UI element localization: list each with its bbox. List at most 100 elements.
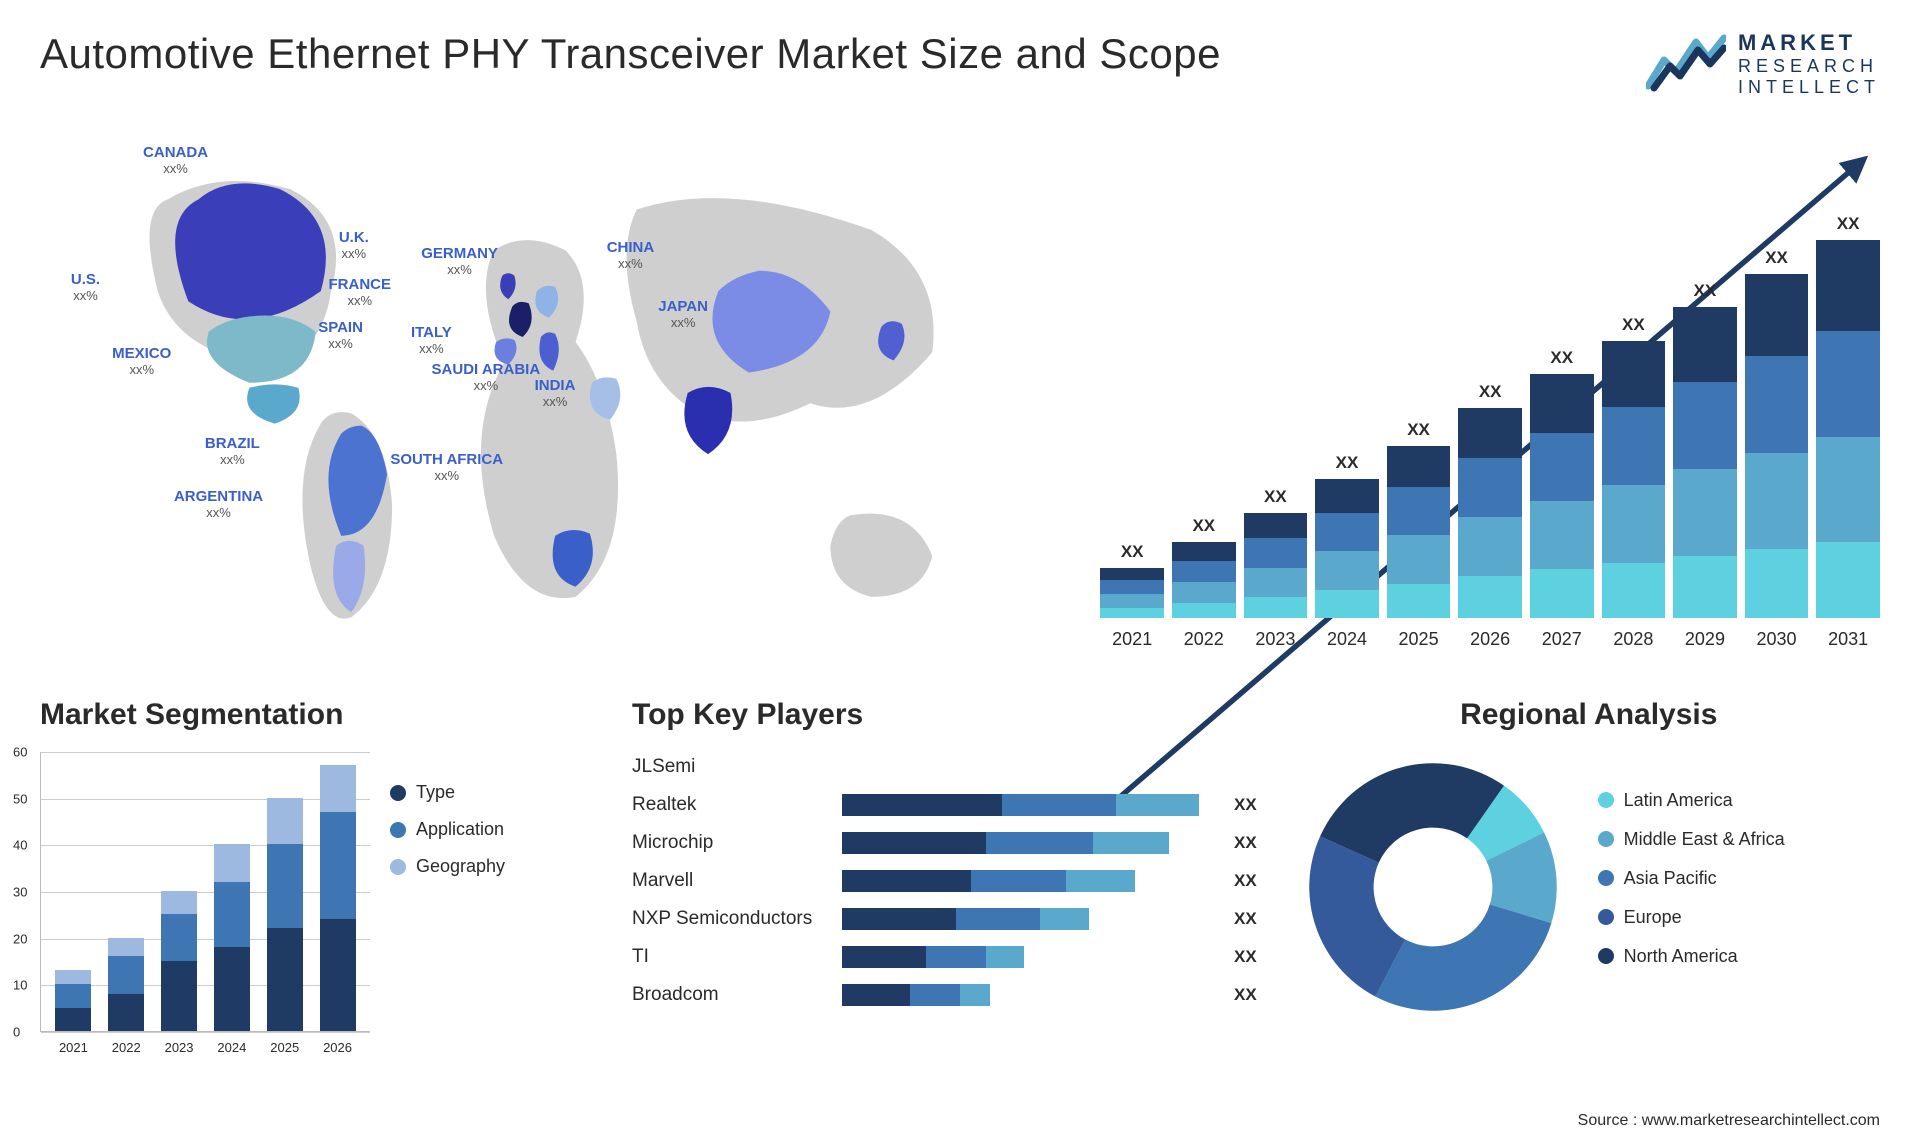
main-bar-chart: XXXXXXXXXXXXXXXXXXXXXX 20212022202320242… [1100,128,1880,658]
main-bar-segment [1673,382,1737,469]
map-label-brazil: BRAZILxx% [205,435,260,467]
main-bar-segment [1100,594,1164,608]
main-bar-segment [1387,584,1451,618]
player-bar-segment [986,832,1092,854]
main-bar-2030: XX [1745,248,1809,618]
main-bar-segment [1244,513,1308,538]
main-bar-segment [1315,513,1379,552]
main-bar-segment [1530,374,1594,432]
segmentation-segment [267,928,303,1031]
main-bar-value-label: XX [1550,348,1573,368]
player-bar-segment [842,984,910,1006]
segmentation-x-label: 2021 [55,1040,91,1055]
main-x-label: 2024 [1315,629,1379,650]
main-bar-segment [1458,517,1522,576]
player-row: JLSemi [632,752,1258,782]
segmentation-legend-item: Application [390,819,505,840]
main-bar-value-label: XX [1694,281,1717,301]
player-row: NXP Semiconductors XX [632,904,1258,934]
main-bar-2029: XX [1673,281,1737,618]
map-label-southafrica: SOUTH AFRICAxx% [390,451,503,483]
main-bar-segment [1816,542,1880,618]
segmentation-x-label: 2022 [108,1040,144,1055]
main-x-label: 2021 [1100,629,1164,650]
main-bar-segment [1530,433,1594,501]
main-bar-value-label: XX [1765,248,1788,268]
main-bar-segment [1816,437,1880,543]
player-bar-segment [1002,794,1116,816]
main-bar-segment [1673,469,1737,556]
segmentation-segment [108,994,144,1031]
segmentation-chart: 0102030405060202120222023202420252026 [40,752,370,1032]
player-bar-segment [1116,794,1200,816]
player-bar-segment [971,870,1066,892]
main-bar-2024: XX [1315,453,1379,618]
player-bar-segment [1066,870,1134,892]
player-bar [842,870,1222,892]
main-bar-segment [1315,590,1379,618]
segmentation-x-label: 2025 [267,1040,303,1055]
player-row: MarvellXX [632,866,1258,896]
player-name: Broadcom [632,984,842,1006]
map-label-germany: GERMANYxx% [421,245,498,277]
player-row: BroadcomXX [632,980,1258,1010]
main-bar-segment [1100,608,1164,618]
segmentation-segment [161,961,197,1031]
segmentation-x-label: 2024 [214,1040,250,1055]
main-x-label: 2027 [1530,629,1594,650]
player-row: MicrochipXX [632,828,1258,858]
main-bar-value-label: XX [1336,453,1359,473]
main-bar-segment [1816,240,1880,331]
main-bar-segment [1673,556,1737,618]
segmentation-segment [320,812,356,919]
map-label-us: U.S.xx% [71,271,100,303]
main-bar-value-label: XX [1264,487,1287,507]
main-bar-segment [1602,341,1666,408]
main-bar-segment [1100,580,1164,594]
player-bar [842,832,1222,854]
main-bar-segment [1172,582,1236,603]
segmentation-segment [55,984,91,1007]
player-value-label: XX [1234,909,1257,929]
main-bar-segment [1458,408,1522,458]
main-bar-segment [1172,561,1236,582]
main-bar-segment [1602,563,1666,618]
segmentation-bar-2023 [161,891,197,1031]
player-row: RealtekXX [632,790,1258,820]
regional-legend-item: North America [1598,946,1785,967]
segmentation-bar-2022 [108,938,144,1031]
main-bar-value-label: XX [1479,382,1502,402]
player-bar-segment [842,870,971,892]
main-bar-segment [1315,479,1379,512]
segmentation-segment [161,914,197,961]
player-name: NXP Semiconductors [632,908,842,930]
segmentation-y-tick: 10 [13,978,27,993]
map-label-uk: U.K.xx% [339,229,369,261]
segmentation-bar-2024 [214,844,250,1031]
segmentation-x-label: 2023 [161,1040,197,1055]
main-bar-segment [1458,576,1522,618]
segmentation-bar-2021 [55,970,91,1031]
main-bar-segment [1745,356,1809,452]
main-bar-2026: XX [1458,382,1522,618]
segmentation-y-tick: 30 [13,885,27,900]
main-bar-segment [1244,538,1308,567]
main-bar-value-label: XX [1622,315,1645,335]
player-bar-segment [842,794,1002,816]
segmentation-segment [161,891,197,914]
logo-text-2: RESEARCH [1738,56,1880,77]
segmentation-legend-item: Geography [390,856,505,877]
player-bar-segment [910,984,959,1006]
map-highlight [684,387,732,454]
segmentation-segment [108,956,144,993]
player-bar-segment [956,908,1040,930]
player-name: Realtek [632,794,842,816]
main-x-label: 2030 [1745,629,1809,650]
map-label-japan: JAPANxx% [658,298,708,330]
segmentation-y-tick: 60 [13,745,27,760]
segmentation-bar-2026 [320,765,356,1031]
segmentation-segment [214,882,250,947]
player-bar-segment [960,984,990,1006]
segmentation-bar-2025 [267,798,303,1031]
segmentation-segment [267,844,303,928]
